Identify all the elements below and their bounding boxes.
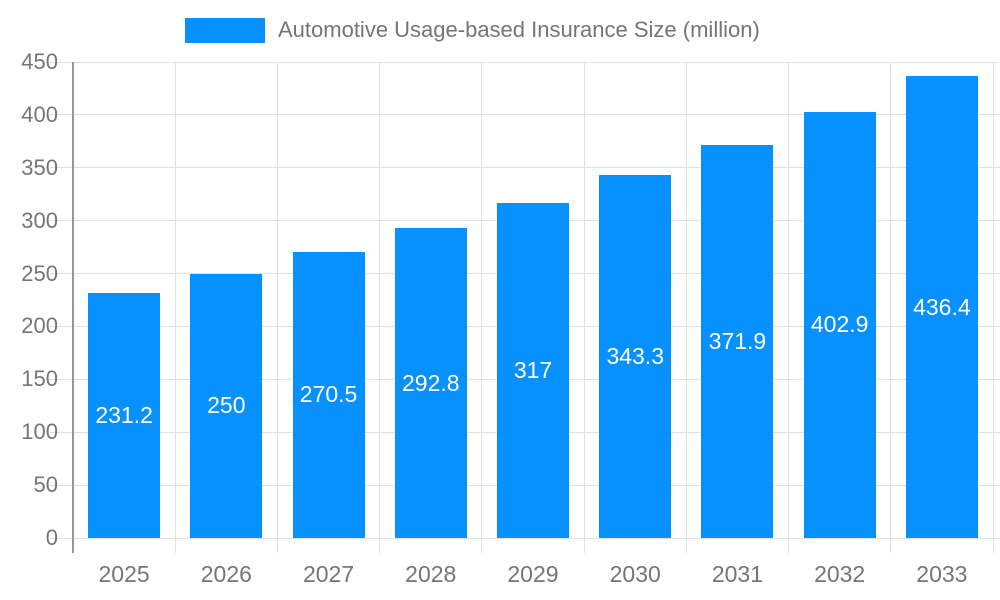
bar-value-label: 250 xyxy=(207,392,246,419)
x-gridline xyxy=(992,62,994,553)
y-gridline xyxy=(50,167,1000,169)
bar-value-label: 292.8 xyxy=(401,369,460,396)
bar-2032: 402.9 xyxy=(803,111,876,538)
bar-value-label: 231.2 xyxy=(95,402,153,429)
x-axis-tick-label: 2032 xyxy=(814,561,866,587)
x-axis-tick-label: 2033 xyxy=(916,561,968,587)
y-axis-tick-label: 450 xyxy=(21,49,58,74)
x-axis-tick-label: 2027 xyxy=(302,561,355,587)
bar-value-label: 402.9 xyxy=(810,311,869,338)
bar-value-label: 317 xyxy=(513,356,553,383)
x-gridline xyxy=(481,62,483,553)
bar-2027: 270.5 xyxy=(292,251,365,538)
y-gridline xyxy=(50,61,1000,63)
legend-swatch xyxy=(185,17,265,43)
x-gridline xyxy=(379,62,381,553)
bar-value-label: 436.4 xyxy=(913,293,971,320)
x-gridline xyxy=(174,62,176,553)
y-axis-tick-label: 350 xyxy=(21,154,58,180)
y-axis-tick-label: 400 xyxy=(21,101,58,127)
bar-value-label: 270.5 xyxy=(299,381,358,408)
chart-legend: Automotive Usage-based Insurance Size (m… xyxy=(185,17,760,43)
bar-2029: 317 xyxy=(497,202,569,538)
bar-value-label: 343.3 xyxy=(606,342,664,369)
legend-label: Automotive Usage-based Insurance Size (m… xyxy=(278,17,760,42)
y-axis-tick-label: 0 xyxy=(45,525,58,550)
x-gridline xyxy=(583,62,585,553)
bar-2033: 436.4 xyxy=(905,76,978,538)
bar-2026: 250 xyxy=(190,273,263,538)
y-axis-tick-label: 300 xyxy=(21,207,58,233)
bar-2025: 231.2 xyxy=(88,293,161,538)
x-axis-tick-label: 2030 xyxy=(609,561,661,587)
bar-2031: 371.9 xyxy=(701,144,774,538)
x-axis-tick-label: 2025 xyxy=(98,561,150,587)
bar-2030: 343.3 xyxy=(599,174,672,538)
y-axis-tick-label: 150 xyxy=(21,366,58,392)
y-axis-line xyxy=(72,62,74,553)
bar-value-label: 371.9 xyxy=(708,327,767,354)
x-axis-tick-label: 2026 xyxy=(200,561,252,587)
y-axis-tick-label: 200 xyxy=(21,313,58,339)
x-gridline xyxy=(890,62,892,553)
x-axis-tick-label: 2028 xyxy=(405,561,457,587)
y-axis-tick-label: 100 xyxy=(21,419,58,445)
y-axis-tick-label: 50 xyxy=(33,472,58,498)
bar-2028: 292.8 xyxy=(394,228,467,538)
y-gridline xyxy=(50,537,1000,539)
y-axis-tick-label: 250 xyxy=(21,260,58,286)
x-axis-tick-label: 2029 xyxy=(507,561,559,587)
y-gridline xyxy=(50,114,1000,116)
x-gridline xyxy=(685,62,687,553)
x-gridline xyxy=(788,62,790,553)
x-gridline xyxy=(276,62,278,553)
x-axis-tick-label: 2031 xyxy=(711,561,764,587)
